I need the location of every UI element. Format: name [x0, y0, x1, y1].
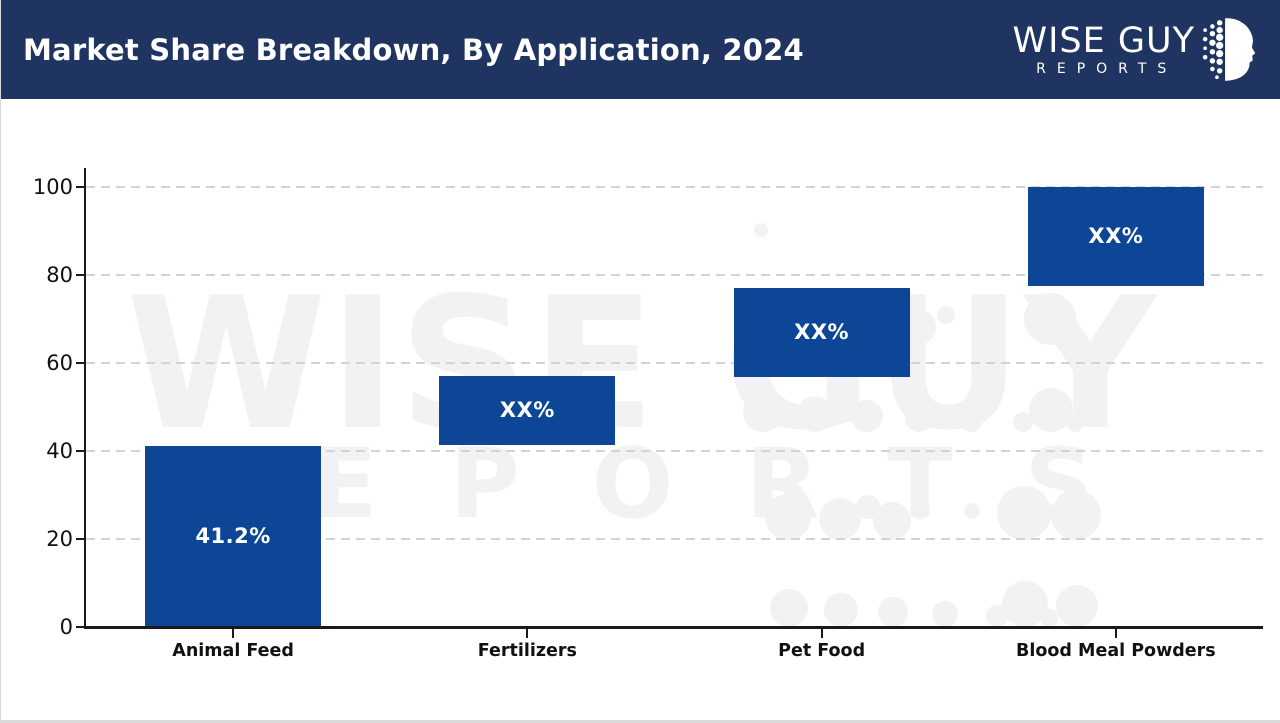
- x-axis-tick-mark: [1114, 629, 1117, 638]
- face-profile-icon: [1202, 17, 1255, 81]
- gridline: [86, 185, 1263, 188]
- y-axis-tick-mark: [76, 361, 86, 364]
- gridline: [86, 537, 1263, 540]
- x-axis-tick-mark: [232, 629, 235, 638]
- x-axis-tick-mark: [820, 629, 823, 638]
- brand-logo-line1: WISE GUY: [1012, 20, 1195, 61]
- y-axis-tick-mark: [76, 185, 86, 188]
- page-title: Market Share Breakdown, By Application, …: [23, 32, 804, 67]
- bar-pet-food: XX%: [733, 287, 910, 377]
- y-axis-tick-mark: [76, 537, 86, 540]
- x-axis-category-label: Animal Feed: [172, 641, 294, 661]
- bar-value-label: 41.2%: [195, 524, 271, 549]
- brand-logo-line2: REPORTS: [1036, 60, 1178, 77]
- bar-fertilizers: XX%: [439, 375, 616, 445]
- y-axis-tick-label: 80: [46, 262, 73, 287]
- brand-logo: WISE GUY REPORTS: [1012, 15, 1255, 85]
- x-axis-line: [84, 626, 1263, 629]
- brand-logo-text: WISE GUY REPORTS: [1012, 20, 1195, 77]
- x-axis-category-label: Fertilizers: [477, 641, 577, 661]
- bar-value-label: XX%: [794, 320, 850, 345]
- bar-value-label: XX%: [1088, 224, 1144, 249]
- y-axis-tick-mark: [76, 273, 86, 276]
- y-axis-tick-mark: [76, 626, 86, 628]
- gridline: [86, 273, 1263, 276]
- y-axis-tick-label: 20: [46, 526, 73, 551]
- y-axis-tick-label: 60: [46, 350, 73, 375]
- x-axis-category-label: Pet Food: [778, 641, 866, 661]
- header-bar: Market Share Breakdown, By Application, …: [1, 0, 1280, 99]
- y-axis-tick-mark: [76, 449, 86, 452]
- bar-value-label: XX%: [499, 398, 555, 423]
- gridline: [86, 449, 1263, 452]
- bar-blood-meal-powders: XX%: [1027, 186, 1204, 287]
- y-axis-line: [84, 168, 86, 628]
- y-axis-tick-label: 40: [46, 438, 73, 463]
- bar-animal-feed: 41.2%: [145, 445, 322, 627]
- x-axis-tick-mark: [526, 629, 529, 638]
- gridline: [86, 361, 1263, 364]
- y-axis-tick-label: 100: [32, 174, 73, 199]
- y-axis-tick-label: 0: [59, 615, 73, 639]
- x-axis-category-label: Blood Meal Powders: [1016, 641, 1216, 661]
- watermark-text: WISE GUY: [126, 258, 1159, 470]
